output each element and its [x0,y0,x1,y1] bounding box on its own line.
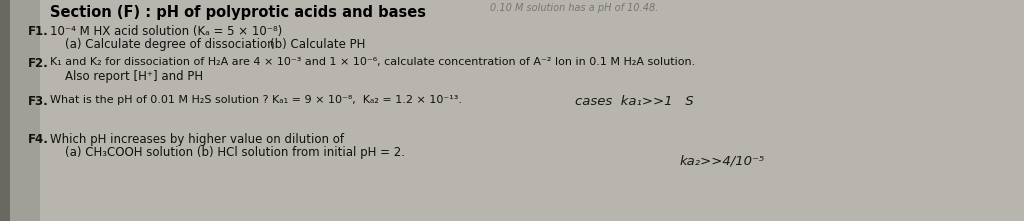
Text: K₁ and K₂ for dissociation of H₂A are 4 × 10⁻³ and 1 × 10⁻⁶, calculate concentra: K₁ and K₂ for dissociation of H₂A are 4 … [50,57,695,67]
Text: F3.: F3. [28,95,49,108]
Text: (a) Calculate degree of dissociation: (a) Calculate degree of dissociation [65,38,274,51]
Text: cases  ka₁>>1   S: cases ka₁>>1 S [575,95,693,108]
Text: Section (F) : pH of polyprotic acids and bases: Section (F) : pH of polyprotic acids and… [50,5,426,20]
Bar [10,0,40,221]
Text: (b) Calculate PH: (b) Calculate PH [270,38,366,51]
Text: Which pH increases by higher value on dilution of: Which pH increases by higher value on di… [50,133,344,146]
Text: F1.: F1. [28,25,49,38]
Bar [0,0,10,221]
Text: F2.: F2. [28,57,49,70]
Text: F4.: F4. [28,133,49,146]
Text: 10⁻⁴ M HX acid solution (Kₐ = 5 × 10⁻⁸): 10⁻⁴ M HX acid solution (Kₐ = 5 × 10⁻⁸) [50,25,283,38]
Text: What is the pH of 0.01 M H₂S solution ? Kₐ₁ = 9 × 10⁻⁸,  Kₐ₂ = 1.2 × 10⁻¹³.: What is the pH of 0.01 M H₂S solution ? … [50,95,462,105]
Text: ka₂>>4/10⁻⁵: ka₂>>4/10⁻⁵ [680,154,765,167]
Text: 0.10 M solution has a pH of 10.48.: 0.10 M solution has a pH of 10.48. [490,3,658,13]
Text: Also report [H⁺] and PH: Also report [H⁺] and PH [65,70,203,83]
Text: (a) CH₃COOH solution (b) HCl solution from initial pH = 2.: (a) CH₃COOH solution (b) HCl solution fr… [65,146,406,159]
